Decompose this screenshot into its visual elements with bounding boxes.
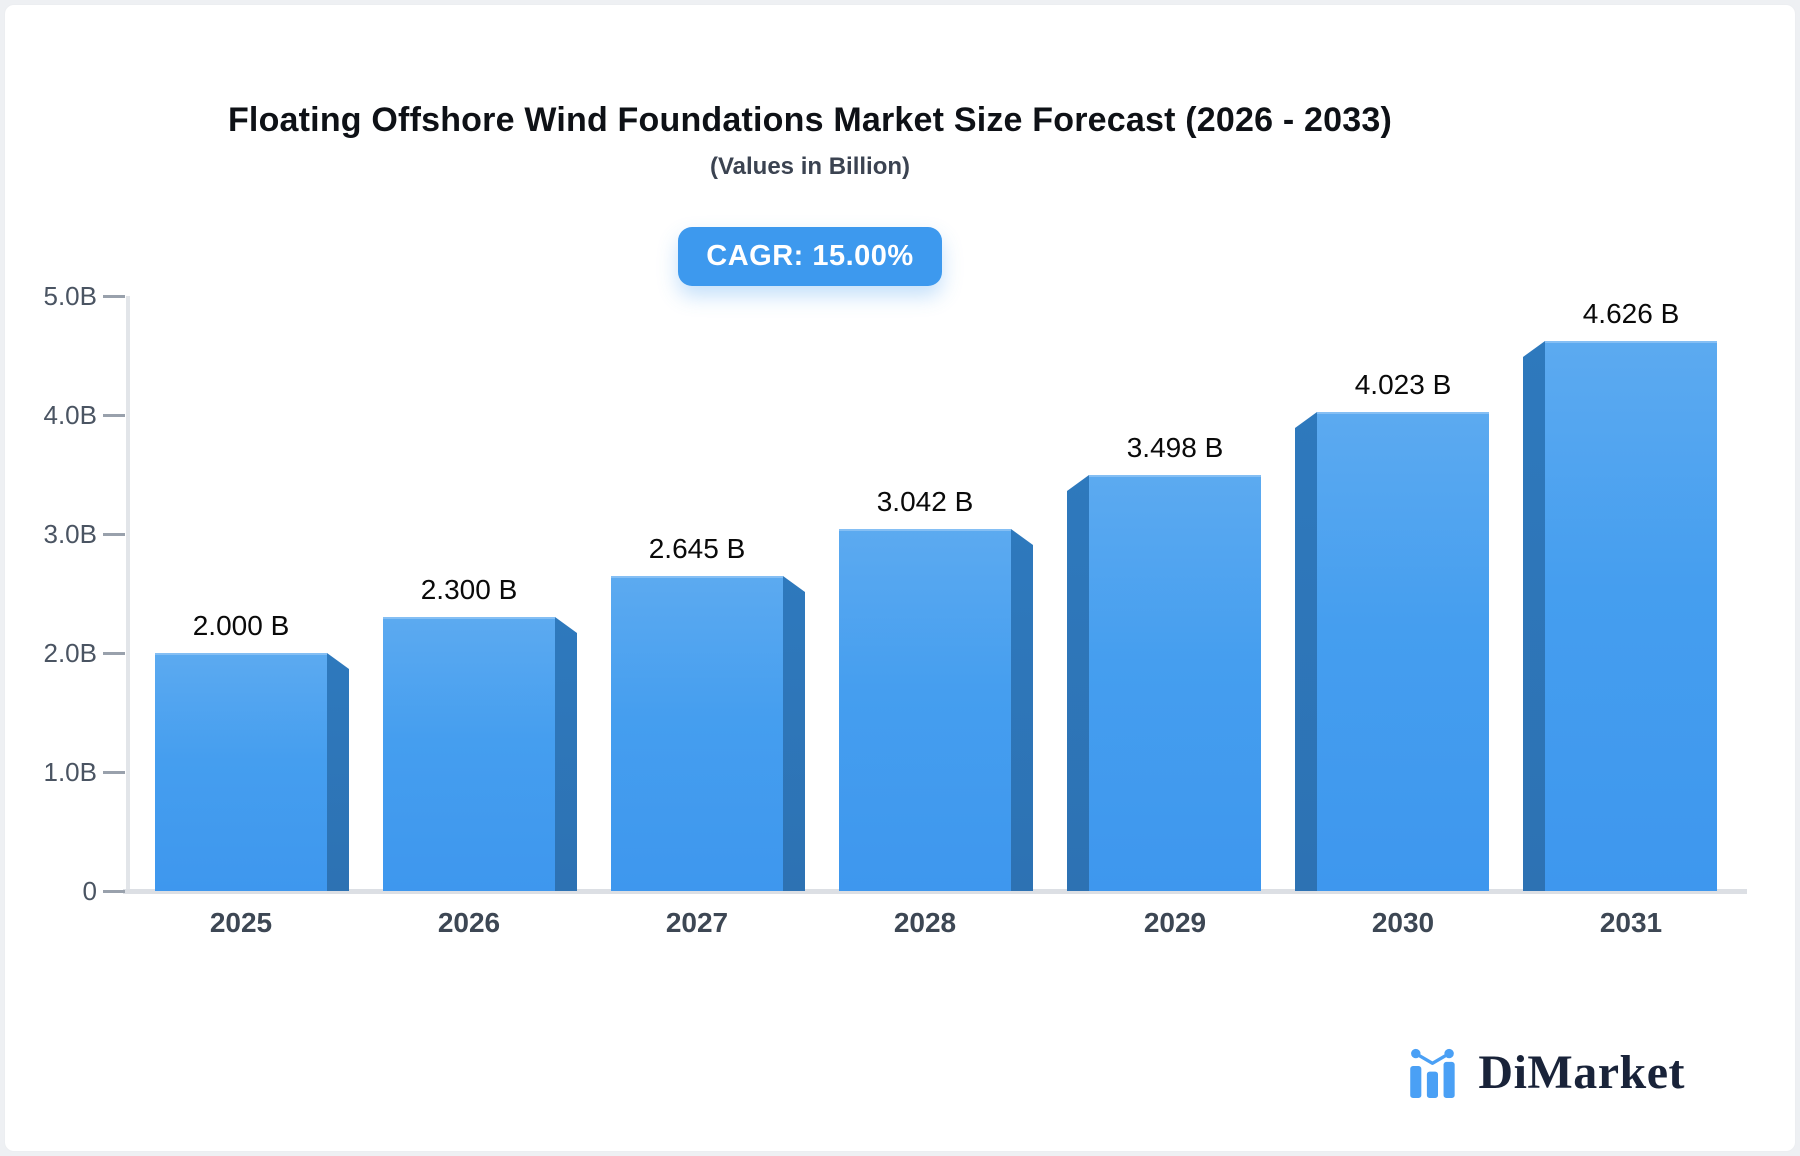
brand-logo-text: DiMarket [1478,1046,1685,1099]
y-tick-5.0B [103,295,125,298]
bar-2029[interactable] [1089,475,1261,891]
y-tick-label-4.0B: 4.0B [43,400,98,430]
y-tick-1.0B [103,771,125,774]
chart-card: Floating Offshore Wind Foundations Marke… [4,4,1796,1152]
chart-subtitle: (Values in Billion) [709,153,911,180]
bar-side-2026 [555,617,577,891]
bar-2026[interactable] [383,617,555,891]
y-tick-label-3.0B: 3.0B [43,519,98,549]
bar-2028[interactable] [839,529,1011,891]
bar-value-label-2026: 2.300 B [420,574,518,605]
bar-value-label-2029: 3.498 B [1126,432,1224,463]
bar-chart-line-logo-icon [1410,1048,1456,1098]
bar-value-label-2025: 2.000 B [192,610,290,641]
cagr-badge-wrap: CAGR: 15.00% [5,227,1615,286]
y-tick-0 [103,890,125,893]
bar-side-2027 [783,576,805,891]
bar-side-2030 [1295,412,1317,891]
y-tick-3.0B [103,533,125,536]
bar-side-2029 [1067,475,1089,891]
y-tick-label-2.0B: 2.0B [43,638,98,668]
bar-value-label-2028: 3.042 B [876,486,974,517]
bar-value-label-2031: 4.626 B [1582,298,1680,329]
y-tick-4.0B [103,414,125,417]
y-axis-line [126,296,130,891]
y-tick-2.0B [103,652,125,655]
y-tick-label-0: 0 [82,876,97,906]
x-tick-label-2030: 2030 [1371,907,1435,938]
chart-title: Floating Offshore Wind Foundations Marke… [227,101,1393,139]
bar-value-label-2027: 2.645 B [648,533,746,564]
brand-logo: DiMarket [1410,1045,1685,1100]
bar-side-2028 [1011,529,1033,891]
bar-value-label-2030: 4.023 B [1354,369,1452,400]
x-tick-label-2029: 2029 [1143,907,1207,938]
bar-side-2025 [327,653,349,891]
bar-2027[interactable] [611,576,783,891]
y-tick-label-1.0B: 1.0B [43,757,98,787]
x-tick-label-2031: 2031 [1599,907,1663,938]
bar-2031[interactable] [1545,341,1717,891]
x-tick-label-2025: 2025 [209,907,273,938]
x-tick-label-2028: 2028 [893,907,957,938]
bar-2030[interactable] [1317,412,1489,891]
x-axis-line [123,889,1747,894]
bar-2025[interactable] [155,653,327,891]
y-tick-label-5.0B: 5.0B [43,281,98,311]
x-tick-label-2027: 2027 [665,907,729,938]
x-tick-label-2026: 2026 [437,907,501,938]
bar-side-2031 [1523,341,1545,891]
cagr-badge: CAGR: 15.00% [678,227,942,286]
